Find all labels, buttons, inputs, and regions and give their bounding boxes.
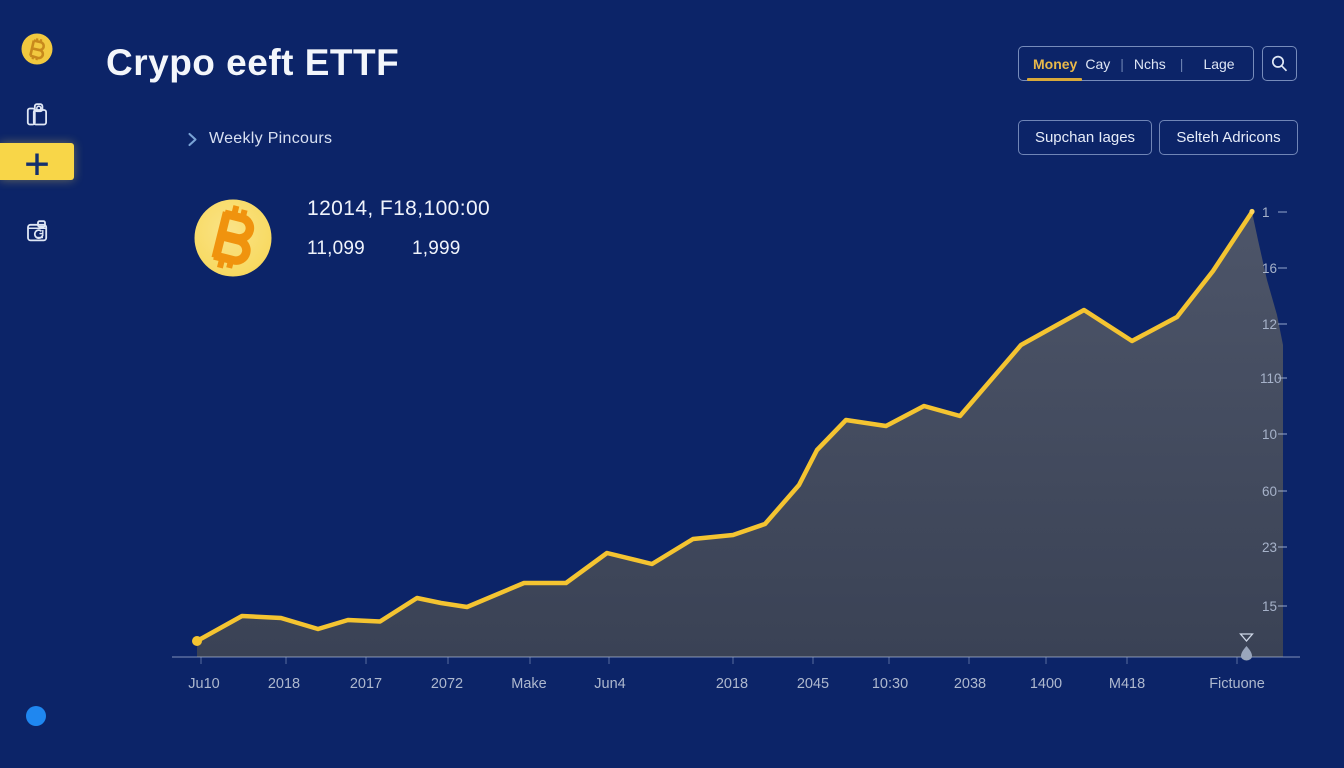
svg-text:2017: 2017: [350, 676, 382, 692]
svg-text:60: 60: [1262, 484, 1277, 499]
svg-text:1: 1: [1262, 205, 1270, 220]
svg-text:23: 23: [1262, 540, 1277, 555]
svg-text:15: 15: [1262, 599, 1277, 614]
svg-text:10: 10: [1262, 427, 1277, 442]
svg-text:2018: 2018: [268, 676, 300, 692]
svg-text:10:30: 10:30: [872, 676, 908, 692]
svg-text:110: 110: [1260, 371, 1282, 386]
svg-text:12: 12: [1262, 317, 1277, 332]
svg-text:M418: M418: [1109, 676, 1145, 692]
svg-text:1400: 1400: [1030, 676, 1062, 692]
svg-text:Fictuone: Fictuone: [1209, 676, 1265, 692]
svg-text:Ju10: Ju10: [188, 676, 219, 692]
svg-text:2045: 2045: [797, 676, 829, 692]
svg-text:2072: 2072: [431, 676, 463, 692]
svg-text:2018: 2018: [716, 676, 748, 692]
svg-text:16: 16: [1262, 261, 1277, 276]
svg-text:Make: Make: [511, 676, 546, 692]
svg-text:2038: 2038: [954, 676, 986, 692]
svg-text:Jun4: Jun4: [594, 676, 625, 692]
